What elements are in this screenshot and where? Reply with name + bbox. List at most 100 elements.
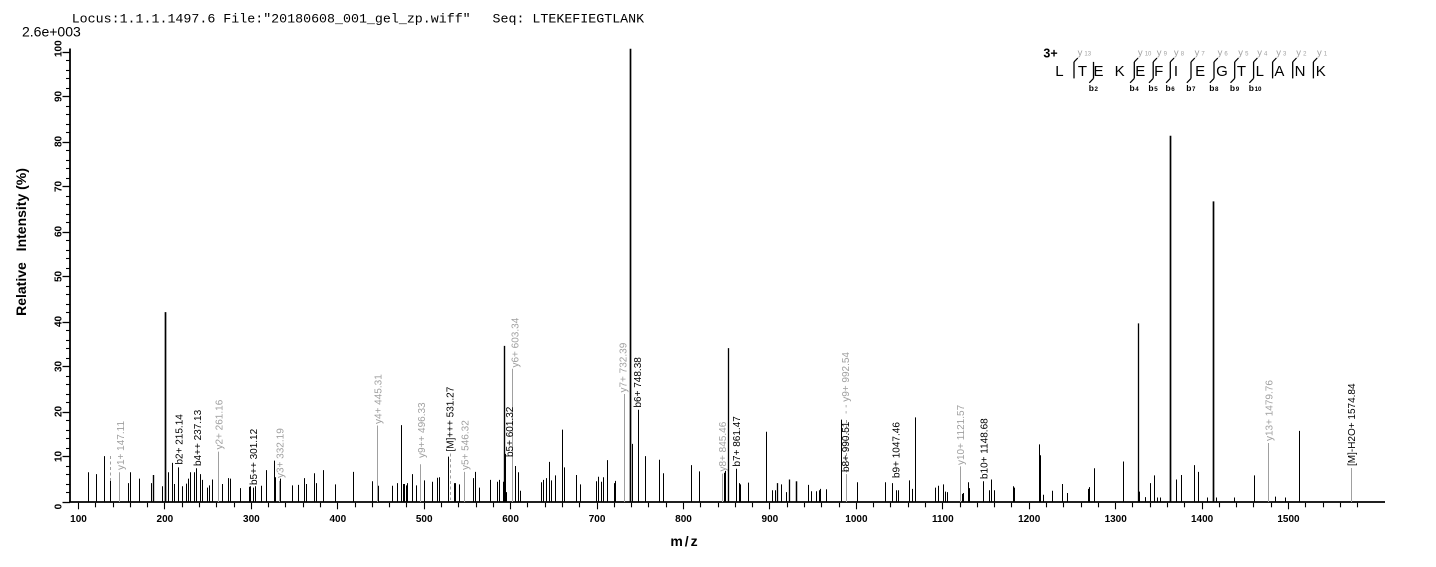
svg-text:3: 3 — [1283, 52, 1287, 58]
svg-text:8: 8 — [1215, 86, 1219, 93]
svg-text:Locus:1.1.1.1497.6 File:"20180: Locus:1.1.1.1497.6 File:"20180608_001_ge… — [72, 12, 471, 27]
svg-text:50: 50 — [54, 270, 65, 282]
svg-text:b4++ 237.13: b4++ 237.13 — [193, 409, 204, 466]
svg-text:E: E — [1093, 63, 1103, 80]
svg-text:b: b — [1165, 83, 1170, 93]
svg-text:y: y — [1138, 48, 1143, 59]
svg-text:y: y — [1238, 48, 1243, 59]
svg-text:b: b — [1089, 83, 1094, 93]
svg-text:K: K — [1115, 63, 1125, 80]
svg-text:b: b — [1209, 83, 1214, 93]
svg-text:y: y — [1078, 48, 1083, 59]
svg-text:900: 900 — [762, 514, 779, 525]
svg-text:b: b — [1249, 83, 1254, 93]
svg-text:y3+ 332.19: y3+ 332.19 — [275, 428, 286, 478]
svg-text:6: 6 — [1171, 86, 1175, 93]
svg-text:y1+ 147.11: y1+ 147.11 — [116, 421, 127, 470]
svg-text:y: y — [1317, 48, 1322, 59]
svg-text:13: 13 — [1084, 52, 1091, 58]
svg-text:1000: 1000 — [845, 514, 868, 525]
svg-text:b7+ 861.47: b7+ 861.47 — [732, 416, 743, 467]
svg-text:- - y9+ 992.54: - - y9+ 992.54 — [841, 352, 852, 414]
svg-text:b5+ 601.32: b5+ 601.32 — [505, 406, 516, 457]
svg-text:9: 9 — [1164, 52, 1168, 58]
svg-text:5: 5 — [1154, 86, 1158, 93]
svg-text:y6+ 603.34: y6+ 603.34 — [510, 317, 521, 367]
svg-text:y5+ 546.32: y5+ 546.32 — [460, 420, 471, 470]
svg-text:800: 800 — [675, 514, 692, 525]
svg-text:Relative Intensity (%): Relative Intensity (%) — [13, 168, 29, 316]
svg-text:7: 7 — [1201, 52, 1205, 58]
svg-text:8: 8 — [1181, 52, 1185, 58]
svg-text:b9+ 1047.46: b9+ 1047.46 — [892, 422, 903, 478]
svg-text:E: E — [1195, 63, 1205, 80]
svg-text:500: 500 — [416, 514, 433, 525]
svg-text:2.6e+003: 2.6e+003 — [22, 24, 81, 40]
svg-text:5: 5 — [1245, 52, 1249, 58]
svg-text:400: 400 — [329, 514, 346, 525]
svg-text:4: 4 — [1135, 86, 1139, 93]
svg-text:Seq: LTEKEFIEGTLANK: Seq: LTEKEFIEGTLANK — [493, 12, 645, 27]
svg-text:b6+ 748.38: b6+ 748.38 — [633, 357, 644, 408]
svg-text:100: 100 — [54, 40, 65, 57]
svg-text:L: L — [1055, 63, 1063, 80]
svg-text:K: K — [1316, 63, 1326, 80]
svg-text:b: b — [1129, 83, 1134, 93]
svg-text:4: 4 — [1264, 52, 1268, 58]
svg-text:y: y — [1218, 48, 1223, 59]
svg-text:y: y — [1257, 48, 1262, 59]
svg-text:b8+ 990.51: b8+ 990.51 — [841, 421, 852, 472]
svg-text:10: 10 — [54, 450, 65, 462]
svg-text:1400: 1400 — [1191, 514, 1214, 525]
svg-text:b5++ 301.12: b5++ 301.12 — [249, 428, 260, 485]
svg-text:700: 700 — [589, 514, 606, 525]
svg-text:1200: 1200 — [1018, 514, 1041, 525]
svg-text:90: 90 — [54, 90, 65, 102]
svg-text:F: F — [1154, 63, 1163, 80]
svg-text:[M]+++ 531.27: [M]+++ 531.27 — [445, 386, 456, 451]
svg-text:200: 200 — [157, 514, 174, 525]
svg-text:[M]-H2O+ 1574.84: [M]-H2O+ 1574.84 — [1347, 383, 1358, 466]
svg-text:300: 300 — [243, 514, 260, 525]
svg-text:1100: 1100 — [932, 514, 954, 525]
svg-text:7: 7 — [1192, 86, 1196, 93]
svg-text:y: y — [1195, 48, 1200, 59]
svg-text:L: L — [1256, 63, 1264, 80]
svg-text:1300: 1300 — [1105, 514, 1128, 525]
svg-text:3+: 3+ — [1043, 47, 1057, 61]
svg-text:100: 100 — [70, 514, 87, 525]
svg-text:y8+ 845.46: y8+ 845.46 — [718, 421, 729, 471]
svg-text:A: A — [1274, 63, 1284, 80]
svg-text:y: y — [1276, 48, 1281, 59]
svg-text:y10+ 1121.57: y10+ 1121.57 — [956, 404, 967, 465]
svg-text:40: 40 — [54, 315, 65, 327]
svg-text:T: T — [1078, 63, 1087, 80]
svg-text:10: 10 — [1255, 86, 1262, 93]
svg-text:y: y — [1296, 48, 1301, 59]
svg-text:I: I — [1174, 63, 1178, 80]
svg-text:80: 80 — [54, 135, 65, 147]
svg-text:0: 0 — [54, 503, 65, 509]
svg-text:2: 2 — [1095, 86, 1099, 93]
svg-text:20: 20 — [54, 405, 65, 417]
svg-text:6: 6 — [1224, 52, 1228, 58]
svg-text:600: 600 — [502, 514, 519, 525]
svg-text:9: 9 — [1236, 86, 1240, 93]
svg-text:b2+ 215.14: b2+ 215.14 — [175, 414, 186, 465]
svg-text:10: 10 — [1145, 52, 1152, 58]
svg-text:2: 2 — [1303, 52, 1307, 58]
svg-text:N: N — [1295, 63, 1306, 80]
svg-text:y: y — [1157, 48, 1162, 59]
svg-text:y: y — [1174, 48, 1179, 59]
svg-text:y7+ 732.39: y7+ 732.39 — [619, 342, 630, 392]
svg-text:E: E — [1135, 63, 1145, 80]
svg-text:b: b — [1186, 83, 1191, 93]
svg-text:T: T — [1237, 63, 1246, 80]
svg-text:30: 30 — [54, 360, 65, 372]
svg-text:m/z: m/z — [670, 533, 699, 549]
svg-text:y13+ 1479.76: y13+ 1479.76 — [1265, 380, 1276, 441]
svg-text:60: 60 — [54, 225, 65, 237]
svg-text:y4+ 445.31: y4+ 445.31 — [373, 374, 384, 424]
svg-text:1500: 1500 — [1277, 514, 1300, 525]
svg-text:1: 1 — [1324, 52, 1328, 58]
